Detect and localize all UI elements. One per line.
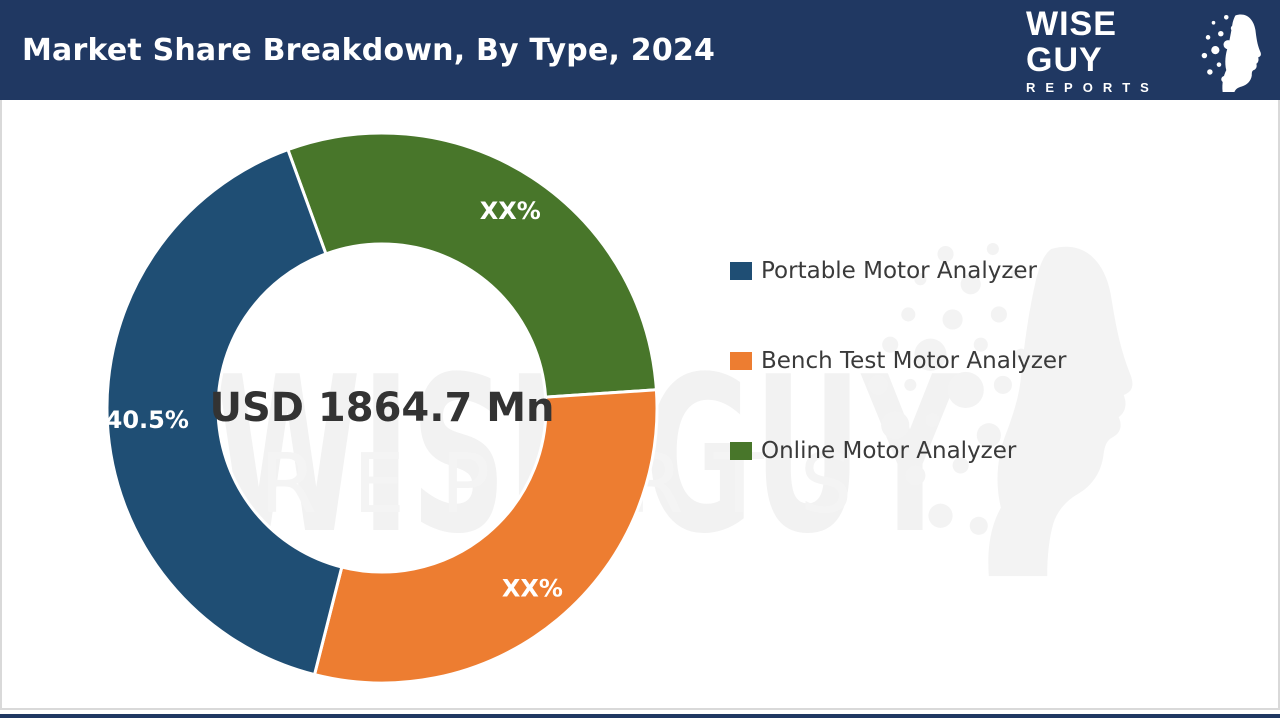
watermark-face-icon — [868, 242, 1133, 577]
footer-bar — [0, 714, 1280, 718]
legend: Portable Motor Analyzer Bench Test Motor… — [730, 250, 1067, 520]
chart-canvas: WISE GUY REPORTS XX% XX% 40.5% USD 1864.7 … — [0, 100, 1280, 710]
header: Market Share Breakdown, By Type, 2024 WI… — [0, 0, 1280, 100]
legend-label: Bench Test Motor Analyzer — [761, 348, 1067, 374]
logo-text: WISE GUY REPORTS — [1026, 4, 1190, 96]
legend-item: Bench Test Motor Analyzer — [730, 340, 1067, 382]
logo-face-icon — [1201, 14, 1261, 92]
legend-swatch — [730, 442, 752, 460]
segment-label: XX% — [480, 197, 541, 225]
logo-sub-text: REPORTS — [1026, 80, 1159, 96]
legend-label: Online Motor Analyzer — [761, 438, 1017, 464]
chart-center-value: USD 1864.7 Mn — [209, 385, 555, 431]
brand-logo: WISE GUY REPORTS — [1026, 4, 1266, 96]
legend-item: Portable Motor Analyzer — [730, 250, 1067, 292]
legend-item: Online Motor Analyzer — [730, 430, 1067, 472]
footer-gap — [0, 710, 1280, 714]
page-title: Market Share Breakdown, By Type, 2024 — [22, 32, 716, 68]
segment-label: 40.5% — [106, 406, 189, 434]
legend-label: Portable Motor Analyzer — [761, 258, 1037, 284]
logo-brand-text: WISE GUY — [1026, 4, 1117, 79]
legend-swatch — [730, 352, 752, 370]
legend-swatch — [730, 262, 752, 280]
